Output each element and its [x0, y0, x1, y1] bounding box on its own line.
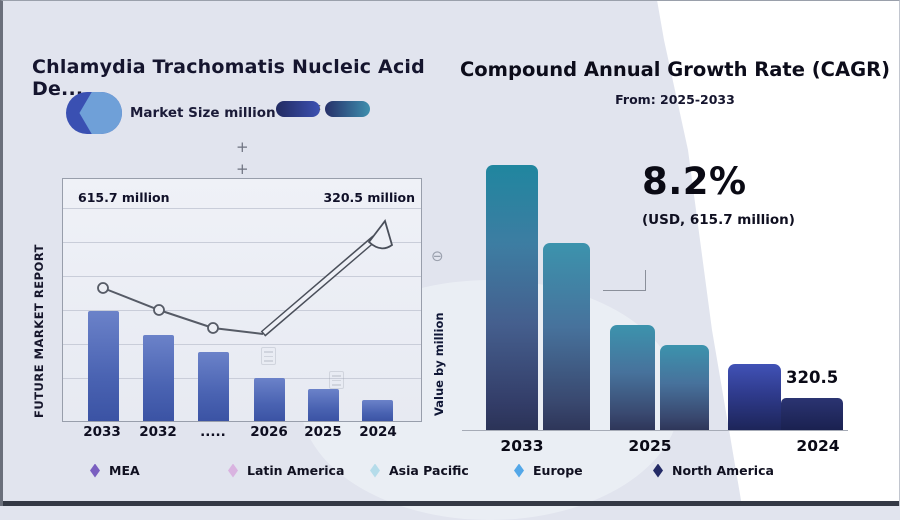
diamond-marker-icon [653, 463, 663, 478]
legend-item-europe: Europe [514, 463, 583, 478]
bar-2032 [143, 335, 174, 421]
cagr-value: 8.2% [642, 160, 747, 203]
bar-2024 [362, 400, 393, 421]
legend-item-latin-america: Latin America [228, 463, 344, 478]
data-label-320-5: 320.5 [786, 368, 839, 387]
ratio-separator: : [318, 102, 322, 113]
x-label: 2033 [83, 424, 121, 440]
x-axis-baseline [462, 430, 848, 431]
infographic-canvas: { "left_panel": { "title": "Chlamydia Tr… [0, 0, 900, 506]
plus-decoration-icon: + [236, 160, 249, 178]
legend-item-north-america: North America [653, 463, 774, 478]
bar-dots [198, 352, 229, 421]
cagr-detail: (USD, 615.7 million) [642, 212, 795, 228]
x-label: 2033 [500, 437, 544, 455]
gridline [63, 276, 421, 277]
ratio-pill-right-icon [325, 101, 370, 117]
bar-2025-a [610, 325, 655, 430]
value-axis-label: Value by million [432, 312, 446, 416]
bar-2024-a [728, 364, 781, 430]
x-label: 2024 [796, 437, 840, 455]
bar-2033-b [543, 243, 590, 430]
right-chart-title: Compound Annual Growth Rate (CAGR) [459, 58, 891, 81]
left-chart-plot-area: 615.7 million 320.5 million [62, 178, 422, 422]
clipboard-watermark-icon [261, 347, 276, 365]
legend-item-mea: MEA [90, 463, 140, 478]
x-label: ..... [200, 424, 226, 440]
step-bracket-decoration [603, 270, 646, 291]
gridline [63, 310, 421, 311]
clipboard-watermark-icon [329, 371, 344, 389]
x-label: 2025 [304, 424, 342, 440]
gridline [63, 344, 421, 345]
legend-label: Latin America [247, 463, 345, 478]
start-value-label: 615.7 million [78, 190, 170, 205]
left-chart-title: Chlamydia Trachomatis Nucleic Acid De... [32, 56, 425, 100]
right-chart-subtitle: From: 2025-2033 [615, 92, 735, 107]
legend-label: MEA [109, 463, 140, 478]
diamond-marker-icon [228, 463, 238, 478]
bar-2024-b [781, 398, 843, 430]
x-label: 2024 [359, 424, 397, 440]
region-legend: MEA Latin America Asia Pacific Europe No… [0, 463, 820, 489]
bar-2025 [308, 389, 339, 421]
bar-2033 [88, 311, 119, 421]
trend-line-and-arrow [97, 219, 394, 337]
diamond-marker-icon [370, 463, 380, 478]
x-label: 2032 [139, 424, 177, 440]
bar-2026 [254, 378, 285, 421]
legend-label: Asia Pacific [389, 463, 469, 478]
market-size-pill-icon [66, 92, 122, 134]
minus-circle-icon: ⊖ [431, 247, 444, 265]
gridline [63, 208, 421, 209]
gridline [63, 378, 421, 379]
bottom-edge-strip [0, 501, 900, 506]
legend-label: North America [672, 463, 774, 478]
ratio-pill-left-icon [276, 101, 320, 117]
x-label: 2025 [628, 437, 672, 455]
end-value-label: 320.5 million [323, 190, 415, 205]
gridline [63, 242, 421, 243]
market-size-label: Market Size million [130, 105, 276, 121]
legend-label: Europe [533, 463, 583, 478]
legend-item-asia-pacific: Asia Pacific [370, 463, 469, 478]
future-market-report-watermark: FUTURE MARKET REPORT [32, 243, 46, 418]
bar-2033-a [486, 165, 538, 430]
plus-decoration-icon: + [236, 138, 249, 156]
pill-highlight [79, 92, 122, 134]
x-label: 2026 [250, 424, 288, 440]
bar-2025-b [660, 345, 709, 430]
diamond-marker-icon [90, 463, 100, 478]
diamond-marker-icon [514, 463, 524, 478]
right-chart-plot-area: 8.2% (USD, 615.7 million) 320.5 2033 202… [460, 150, 870, 460]
